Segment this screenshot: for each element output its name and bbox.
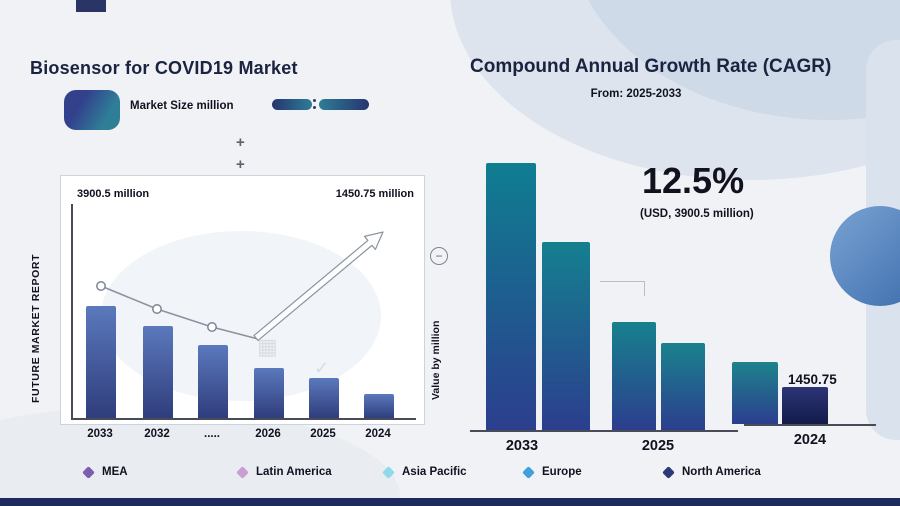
legend-item-north-america: North America <box>662 465 761 479</box>
cagr-bar-2024-1 <box>732 362 778 424</box>
market-x-label-2032: 2032 <box>144 428 170 440</box>
cagr-note: (USD, 3900.5 million) <box>640 208 754 220</box>
market-bar-2025 <box>309 378 339 418</box>
left-y-axis-label: FUTURE MARKET REPORT <box>30 253 42 403</box>
cagr-x-label-2025: 2025 <box>641 438 675 454</box>
plus-icon: + <box>236 134 245 151</box>
cagr-bar-2024-2 <box>782 387 828 424</box>
cagr-baseline-right <box>744 424 876 426</box>
cagr-bar-2033-1 <box>486 163 536 430</box>
step-bracket-decoration <box>600 281 645 296</box>
annotation-2024-value: 1450.75 million <box>335 188 414 200</box>
cagr-x-label-2024: 2024 <box>793 432 827 448</box>
trend-line-and-forecast-arrow-icon <box>96 231 384 342</box>
watermark-check-icon: ✓ <box>314 358 330 378</box>
legend-item-mea: MEA <box>82 465 128 479</box>
cagr-baseline-left <box>470 430 738 432</box>
market-bar-2032 <box>143 326 173 418</box>
market-x-label-2024: 2024 <box>365 428 391 440</box>
market-bar-2024 <box>364 394 394 418</box>
legend-item-asia-pacific: Asia Pacific <box>382 465 467 479</box>
right-chart-title: Compound Annual Growth Rate (CAGR) <box>470 56 832 77</box>
legend-diamond-icon <box>382 465 395 479</box>
cagr-bar-2025-2 <box>661 343 705 430</box>
cagr-bar-2033-2 <box>542 242 590 430</box>
market-x-label-2026: 2026 <box>255 428 281 440</box>
annotation-2033-value: 3900.5 million <box>77 188 150 200</box>
market-x-labels: 2033 2032..... 2026 2025 2024 <box>60 428 425 444</box>
legend-diamond-icon <box>662 465 675 479</box>
legend-pill-icon-2 <box>319 99 369 110</box>
cagr-x-label-2033: 2033 <box>505 438 539 454</box>
cagr-bars <box>470 160 882 432</box>
cagr-bar-2025-1 <box>612 322 656 430</box>
market-bar-2026 <box>254 368 284 418</box>
right-y-axis-label: Value by million <box>430 320 442 401</box>
market-bar-..... <box>198 345 228 418</box>
left-chart-x-axis <box>71 418 416 420</box>
market-x-label-2033: 2033 <box>87 428 113 440</box>
cagr-bar-annotation: 1450.75 <box>788 372 837 387</box>
legend-label: Asia Pacific <box>402 466 467 478</box>
legend-label: Latin America <box>256 466 332 478</box>
market-bars <box>61 176 424 424</box>
footer-strip <box>0 498 900 506</box>
watermark-grid-icon: ▦ <box>257 334 278 359</box>
cagr-value: 12.5% <box>642 160 745 201</box>
left-chart-y-axis <box>71 204 73 420</box>
market-size-icon <box>64 90 120 130</box>
legend-label: Europe <box>542 466 582 478</box>
market-bar-2033 <box>86 306 116 418</box>
left-chart-title: Biosensor for COVID19 Market <box>30 58 298 78</box>
legend-pill-icon <box>272 99 312 110</box>
legend-label: MEA <box>102 466 128 478</box>
market-size-chart: 3900.5 million 1450.75 million ▦ ✓ <box>60 175 425 425</box>
legend-diamond-icon <box>82 465 95 479</box>
minus-circle-icon: − <box>430 247 448 265</box>
plus-icon: + <box>236 156 245 173</box>
legend-label: North America <box>682 466 761 478</box>
legend-diamond-icon <box>236 465 249 479</box>
market-x-label-.....: ..... <box>204 428 220 440</box>
legend-separator-dots-icon <box>313 99 316 102</box>
cagr-subtitle: From: 2025-2033 <box>590 88 682 100</box>
market-size-legend-label: Market Size million <box>130 100 234 112</box>
legend-diamond-icon <box>522 465 535 479</box>
market-x-label-2025: 2025 <box>310 428 336 440</box>
logo-flag <box>76 0 106 12</box>
legend-item-latin-america: Latin America <box>236 465 332 479</box>
legend-item-europe: Europe <box>522 465 582 479</box>
